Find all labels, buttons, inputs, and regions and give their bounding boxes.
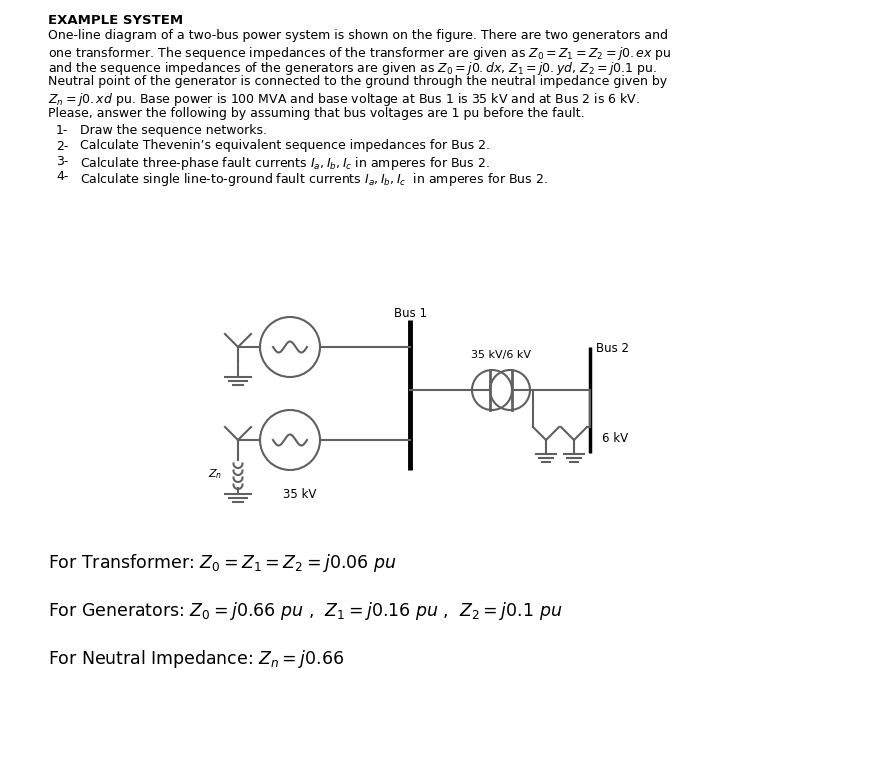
Text: For Neutral Impedance: $Z_n = j0.66$: For Neutral Impedance: $Z_n = j0.66$ <box>48 648 344 670</box>
Text: Calculate Thevenin’s equivalent sequence impedances for Bus 2.: Calculate Thevenin’s equivalent sequence… <box>80 140 490 153</box>
Text: 35 kV: 35 kV <box>284 488 317 501</box>
Text: Neutral point of the generator is connected to the ground through the neutral im: Neutral point of the generator is connec… <box>48 75 667 88</box>
Text: Please, answer the following by assuming that bus voltages are 1 pu before the f: Please, answer the following by assuming… <box>48 106 584 119</box>
Text: One-line diagram of a two-bus power system is shown on the figure. There are two: One-line diagram of a two-bus power syst… <box>48 29 668 42</box>
Text: 6 kV: 6 kV <box>602 432 628 445</box>
Text: Bus 1: Bus 1 <box>394 307 426 320</box>
Text: Calculate single line-to-ground fault currents $I_a, I_b, I_c$  in amperes for B: Calculate single line-to-ground fault cu… <box>80 170 548 188</box>
Text: For Generators: $Z_0 = j0.66\ pu$ ,  $Z_1 = j0.16\ pu$ ,  $Z_2 = j0.1\ pu$: For Generators: $Z_0 = j0.66\ pu$ , $Z_1… <box>48 600 563 622</box>
Text: 2-: 2- <box>56 140 68 153</box>
Text: Calculate three-phase fault currents $I_a, I_b, I_c$ in amperes for Bus 2.: Calculate three-phase fault currents $I_… <box>80 155 490 172</box>
Text: and the sequence impedances of the generators are given as $Z_0 = j0.dx$, $Z_1 =: and the sequence impedances of the gener… <box>48 60 657 77</box>
Text: 3-: 3- <box>56 155 68 168</box>
Text: EXAMPLE SYSTEM: EXAMPLE SYSTEM <box>48 14 183 27</box>
Text: 35 kV/6 kV: 35 kV/6 kV <box>471 350 531 360</box>
Text: 1-: 1- <box>56 124 68 137</box>
Text: For Transformer: $Z_0 = Z_1 = Z_2 = j0.06\ pu$: For Transformer: $Z_0 = Z_1 = Z_2 = j0.0… <box>48 552 396 574</box>
Text: Bus 2: Bus 2 <box>596 342 629 355</box>
Text: $Z_n = j0.xd$ pu. Base power is 100 MVA and base voltage at Bus 1 is 35 kV and a: $Z_n = j0.xd$ pu. Base power is 100 MVA … <box>48 91 640 108</box>
Text: one transformer. The sequence impedances of the transformer are given as $Z_0 = : one transformer. The sequence impedances… <box>48 44 672 61</box>
Text: $Z_n$: $Z_n$ <box>207 467 222 481</box>
Text: Draw the sequence networks.: Draw the sequence networks. <box>80 124 267 137</box>
Text: 4-: 4- <box>56 170 68 184</box>
